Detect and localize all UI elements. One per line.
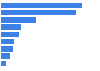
Bar <box>1 61 6 66</box>
Bar <box>1 3 82 8</box>
Bar <box>1 17 36 23</box>
Bar <box>1 39 14 44</box>
Bar <box>1 24 21 30</box>
Bar <box>1 53 10 59</box>
Bar <box>1 10 76 15</box>
Bar <box>1 46 13 52</box>
Bar <box>1 32 19 37</box>
